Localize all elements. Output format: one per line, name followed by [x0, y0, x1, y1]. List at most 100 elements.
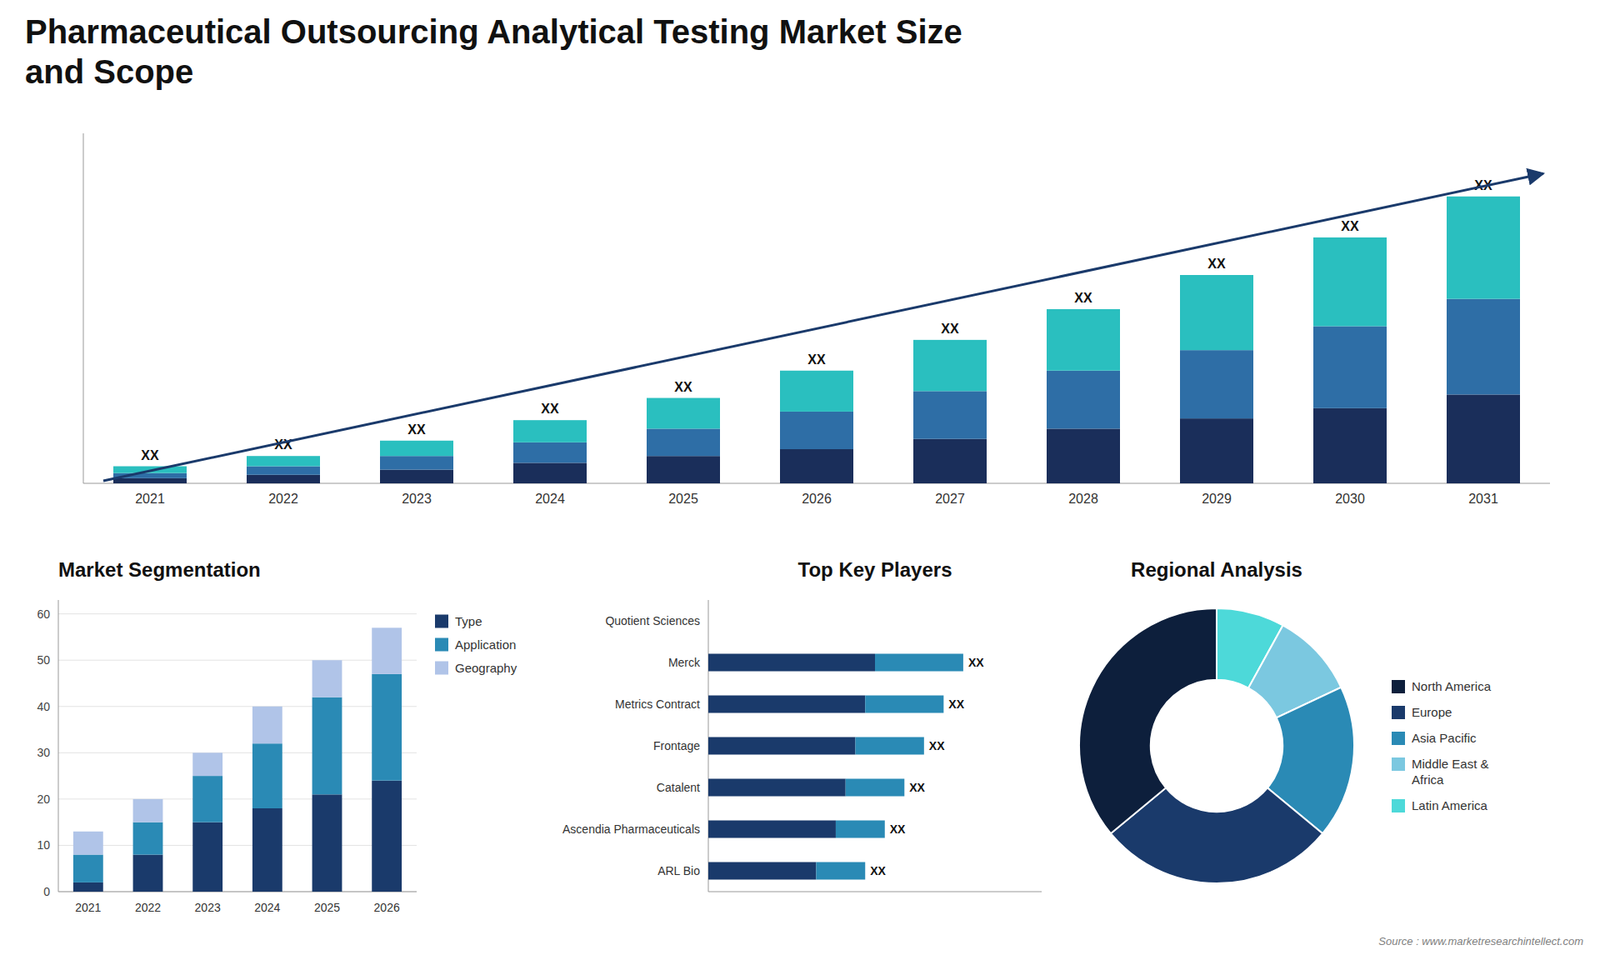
bars: [113, 196, 1520, 484]
chart: Top Key PlayersQuotient SciencesMerckXXM…: [562, 558, 1042, 892]
grid-line: [58, 891, 417, 893]
data-label: XX: [1207, 256, 1226, 271]
bar-segment: [113, 478, 187, 484]
bar-segment: [1313, 408, 1387, 484]
legend-swatch: [1391, 757, 1405, 771]
bar-segment: [913, 390, 987, 439]
chart: 0102030405060202120222023202420252026Typ…: [36, 600, 517, 915]
legend-label: Asia Pacific: [1411, 730, 1477, 745]
data-label: XX: [909, 780, 925, 795]
bar-segment: [133, 822, 164, 855]
bar-segment: [513, 462, 587, 484]
x-axis-line: [58, 891, 417, 893]
y-axis-line: [83, 133, 85, 484]
y-tick-label: Merck: [668, 655, 701, 670]
data-label: XX: [968, 655, 985, 670]
data-label: XX: [674, 380, 693, 395]
bar-segment: [708, 779, 846, 797]
x-tick-label: 2026: [374, 900, 400, 915]
data-label: XX: [1074, 290, 1093, 305]
legend-swatch: [1391, 799, 1405, 813]
legend-label: Europe: [1411, 705, 1452, 720]
y-tick-label: 20: [36, 792, 50, 806]
data-label: XX: [1340, 219, 1360, 234]
bar-segment: [708, 862, 816, 880]
bar-segment: [1046, 309, 1120, 371]
grid-line: [58, 845, 417, 846]
x-tick-label: 2030: [1335, 491, 1365, 506]
bar-segment: [855, 737, 924, 755]
legend-swatch: [435, 661, 449, 675]
y-tick-label: Ascendia Pharmaceuticals: [562, 822, 700, 836]
bar-segment: [646, 428, 720, 456]
bar-segment: [835, 820, 885, 839]
figure-title-line: and Scope: [25, 53, 194, 90]
source-note: Source : www.marketresearchintellect.com: [1378, 935, 1584, 948]
x-tick-label: 2024: [535, 491, 565, 506]
chart-title: Market Segmentation: [58, 558, 261, 581]
legend-label-line: Africa: [1411, 772, 1445, 787]
data-label: XX: [890, 822, 906, 836]
grid-line: [58, 613, 417, 615]
x-tick-label: 2023: [401, 491, 432, 506]
bar-segment: [513, 420, 587, 443]
bar-segment: [133, 799, 164, 823]
donut-slice: [1079, 608, 1217, 834]
x-tick-label: 2023: [195, 900, 221, 915]
bar-segment: [513, 442, 587, 464]
bar-segment: [371, 674, 402, 781]
bar-segment: [646, 398, 720, 430]
bar-segment: [708, 737, 855, 755]
x-tick-label: 2021: [135, 491, 165, 506]
bars: [73, 627, 402, 892]
legend-swatch: [435, 615, 449, 629]
legend-swatch: [435, 638, 449, 652]
data-label: XX: [940, 321, 960, 336]
legend-label: North America: [1411, 679, 1492, 694]
data-label: XX: [948, 697, 965, 711]
data-label: XX: [140, 448, 160, 463]
legend-swatch: [1391, 705, 1405, 720]
bar-segment: [73, 831, 104, 855]
grid-line: [58, 752, 417, 754]
x-tick-label: 2026: [801, 491, 832, 506]
bar-segment: [192, 775, 223, 823]
grid-line: [58, 798, 417, 800]
bar-segment: [1313, 325, 1387, 408]
bar-segment: [246, 466, 320, 475]
data-label: XX: [870, 864, 886, 878]
bar-segment: [73, 882, 104, 892]
x-tick-label: 2022: [135, 900, 161, 915]
bar-segment: [780, 370, 854, 412]
bar-segment: [380, 455, 454, 470]
data-label: XX: [929, 739, 945, 753]
bar-segment: [708, 695, 865, 714]
chart: 2021202220232024202520262027202820292030…: [83, 133, 1550, 506]
x-tick-label: 2022: [268, 491, 299, 506]
figure-title-line: Pharmaceutical Outsourcing Analytical Te…: [25, 13, 963, 50]
y-tick-label: 0: [43, 885, 50, 899]
bar-segment: [246, 475, 320, 484]
y-tick-label: Frontage: [653, 739, 700, 753]
y-tick-label: 40: [36, 700, 50, 714]
bar-segment: [875, 654, 964, 672]
legend-label: Middle East &Africa: [1411, 756, 1490, 787]
x-tick-label: 2024: [254, 900, 280, 915]
data-label: XX: [540, 401, 560, 416]
x-tick-label: 2025: [668, 491, 699, 506]
bar-segment: [1046, 428, 1120, 484]
bar-segment: [1046, 370, 1120, 430]
bar-segment: [1180, 418, 1254, 484]
bar-segment: [380, 470, 454, 484]
bar-segment: [192, 822, 223, 892]
legend-label-line: Asia Pacific: [1411, 730, 1477, 745]
bar-segment: [708, 612, 710, 630]
bar-segment: [246, 455, 320, 466]
data-label: XX: [807, 352, 826, 367]
bar-segment: [252, 808, 283, 892]
bar-segment: [380, 440, 454, 456]
x-tick-label: 2029: [1201, 491, 1232, 506]
bar-segment: [133, 855, 164, 892]
y-tick-label: Quotient Sciences: [605, 614, 700, 628]
y-axis-line: [58, 600, 60, 892]
